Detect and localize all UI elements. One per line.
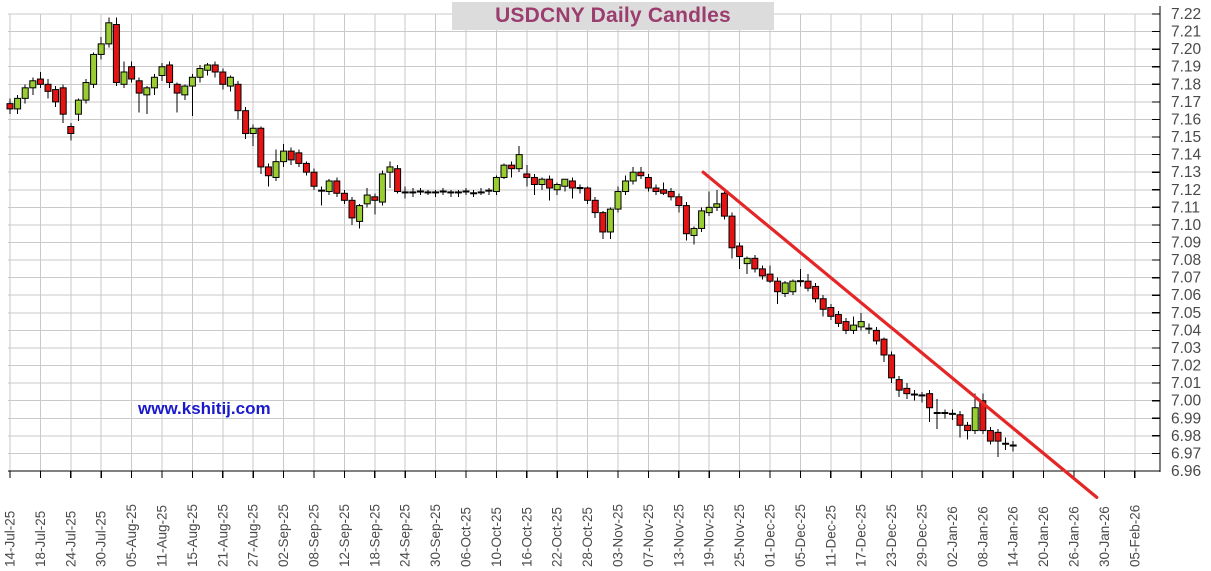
- svg-text:08-Sep-25: 08-Sep-25: [307, 504, 322, 567]
- svg-text:14-Jul-25: 14-Jul-25: [3, 511, 18, 567]
- svg-text:06-Oct-25: 06-Oct-25: [459, 507, 474, 567]
- svg-text:11-Dec-25: 11-Dec-25: [823, 505, 838, 567]
- svg-text:7.11: 7.11: [1171, 199, 1200, 216]
- axes: [8, 6, 1161, 478]
- chart-title: USDCNY Daily Candles: [452, 2, 774, 30]
- svg-text:7.10: 7.10: [1171, 217, 1202, 234]
- svg-text:02-Sep-25: 02-Sep-25: [276, 504, 291, 567]
- svg-text:23-Dec-25: 23-Dec-25: [884, 504, 899, 567]
- svg-text:7.09: 7.09: [1171, 235, 1201, 252]
- svg-text:6.98: 6.98: [1171, 428, 1201, 445]
- svg-text:7.04: 7.04: [1171, 322, 1202, 339]
- svg-text:7.06: 7.06: [1171, 287, 1201, 304]
- svg-text:10-Oct-25: 10-Oct-25: [489, 507, 504, 567]
- svg-text:02-Jan-26: 02-Jan-26: [945, 506, 960, 567]
- svg-text:22-Oct-25: 22-Oct-25: [550, 507, 565, 567]
- svg-text:7.05: 7.05: [1171, 305, 1201, 322]
- svg-text:7.20: 7.20: [1171, 41, 1202, 58]
- svg-text:7.16: 7.16: [1171, 111, 1201, 128]
- gridlines: [8, 13, 1160, 472]
- svg-text:7.07: 7.07: [1171, 270, 1201, 287]
- svg-text:7.08: 7.08: [1171, 252, 1201, 269]
- svg-text:05-Feb-26: 05-Feb-26: [1127, 505, 1142, 567]
- svg-text:01-Dec-25: 01-Dec-25: [763, 504, 778, 567]
- price-axis-labels: 7.227.217.207.197.187.177.167.157.147.13…: [1171, 6, 1202, 480]
- svg-text:21-Aug-25: 21-Aug-25: [215, 504, 230, 567]
- svg-text:27-Aug-25: 27-Aug-25: [246, 504, 261, 567]
- svg-text:19-Nov-25: 19-Nov-25: [702, 504, 717, 567]
- svg-text:30-Jan-26: 30-Jan-26: [1097, 506, 1112, 567]
- svg-text:7.14: 7.14: [1171, 147, 1202, 164]
- candles-layer: [6, 17, 1017, 457]
- svg-text:16-Oct-25: 16-Oct-25: [519, 507, 534, 567]
- svg-text:18-Jul-25: 18-Jul-25: [33, 511, 48, 567]
- trendline: [701, 170, 1099, 499]
- svg-text:7.21: 7.21: [1171, 24, 1201, 41]
- svg-text:7.19: 7.19: [1171, 59, 1201, 76]
- svg-text:6.96: 6.96: [1171, 463, 1201, 480]
- svg-text:05-Dec-25: 05-Dec-25: [793, 504, 808, 567]
- svg-text:14-Jan-26: 14-Jan-26: [1006, 506, 1021, 567]
- svg-text:7.00: 7.00: [1171, 393, 1202, 410]
- svg-text:7.13: 7.13: [1171, 164, 1201, 181]
- svg-text:7.02: 7.02: [1171, 358, 1201, 375]
- svg-text:25-Nov-25: 25-Nov-25: [732, 504, 747, 567]
- svg-text:30-Sep-25: 30-Sep-25: [428, 504, 443, 567]
- svg-text:07-Nov-25: 07-Nov-25: [641, 504, 656, 567]
- svg-text:7.12: 7.12: [1171, 182, 1201, 199]
- svg-text:03-Nov-25: 03-Nov-25: [611, 504, 626, 567]
- svg-text:05-Aug-25: 05-Aug-25: [124, 504, 139, 567]
- svg-text:26-Jan-26: 26-Jan-26: [1067, 506, 1082, 567]
- svg-text:7.01: 7.01: [1171, 375, 1201, 392]
- svg-text:7.15: 7.15: [1171, 129, 1201, 146]
- svg-text:29-Dec-25: 29-Dec-25: [915, 504, 930, 567]
- svg-text:15-Aug-25: 15-Aug-25: [185, 504, 200, 567]
- svg-text:08-Jan-26: 08-Jan-26: [975, 506, 990, 567]
- svg-text:7.03: 7.03: [1171, 340, 1201, 357]
- svg-text:7.22: 7.22: [1171, 6, 1201, 23]
- svg-text:7.18: 7.18: [1171, 76, 1201, 93]
- svg-text:18-Sep-25: 18-Sep-25: [367, 504, 382, 567]
- svg-text:20-Jan-26: 20-Jan-26: [1036, 506, 1051, 567]
- svg-text:11-Aug-25: 11-Aug-25: [155, 505, 170, 567]
- svg-text:6.97: 6.97: [1171, 445, 1201, 462]
- watermark-text: www.kshitij.com: [138, 399, 271, 418]
- svg-text:6.99: 6.99: [1171, 410, 1201, 427]
- svg-text:30-Jul-25: 30-Jul-25: [94, 511, 109, 567]
- svg-text:28-Oct-25: 28-Oct-25: [580, 507, 595, 567]
- svg-text:17-Dec-25: 17-Dec-25: [854, 504, 869, 567]
- svg-text:12-Sep-25: 12-Sep-25: [337, 504, 352, 567]
- date-axis-labels: 14-Jul-25 18-Jul-25 24-Jul-25 30-Jul-25 05-A…: [3, 504, 1143, 567]
- svg-text:13-Nov-25: 13-Nov-25: [671, 504, 686, 567]
- svg-text:24-Sep-25: 24-Sep-25: [398, 504, 413, 567]
- svg-text:24-Jul-25: 24-Jul-25: [63, 511, 78, 567]
- svg-text:7.17: 7.17: [1171, 94, 1201, 111]
